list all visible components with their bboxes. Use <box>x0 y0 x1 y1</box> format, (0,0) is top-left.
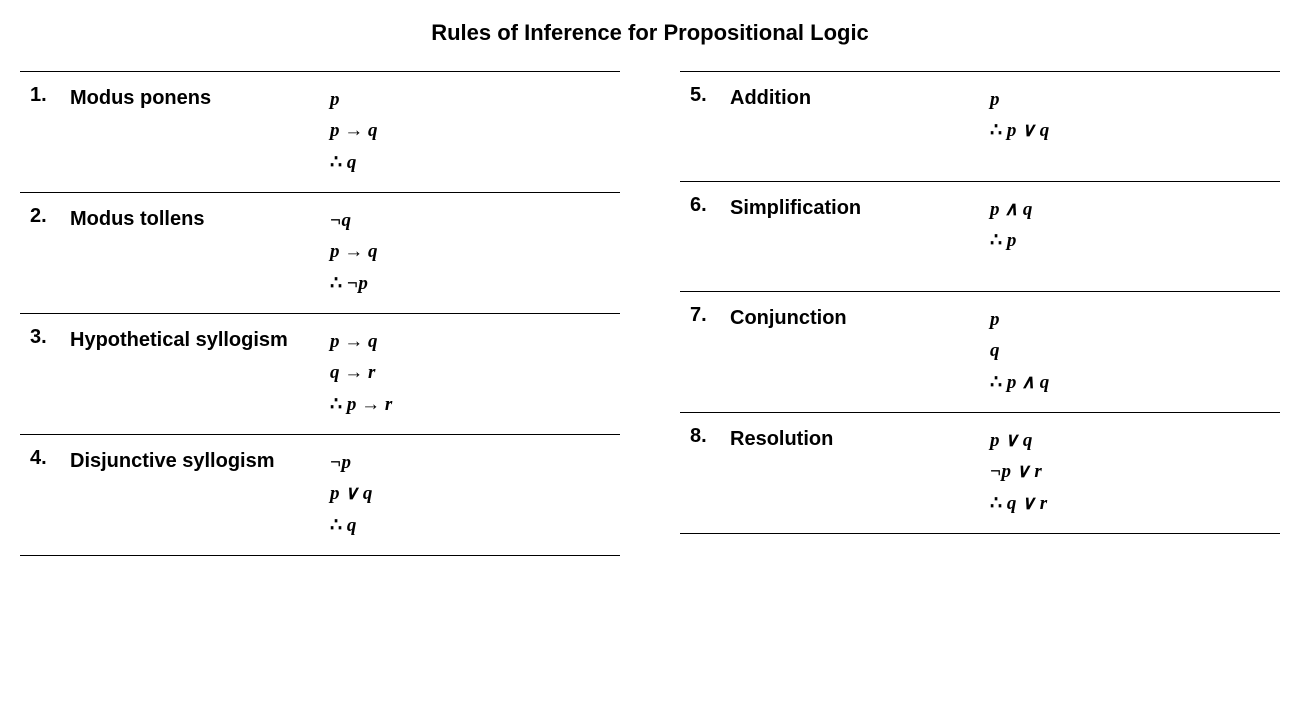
rule-row: 5. Addition p ∴ p ∨ q <box>680 71 1280 181</box>
rule-row: 2. Modus tollens ¬q p → q ∴ ¬p <box>20 192 620 313</box>
premise: p → q <box>330 236 620 267</box>
left-column: 1. Modus ponens p p → q ∴ q 2. Modus tol… <box>20 71 620 556</box>
premise: q → r <box>330 357 620 388</box>
rule-name: Simplification <box>730 194 980 277</box>
rule-formula: p ∴ p ∨ q <box>980 84 1280 167</box>
rule-formula: p q ∴ p ∧ q <box>980 304 1280 398</box>
rule-number: 8. <box>680 425 730 519</box>
rule-formula: p p → q ∴ q <box>320 84 620 178</box>
conclusion: ∴ q <box>330 510 620 541</box>
rule-formula: p → q q → r ∴ p → r <box>320 326 620 420</box>
rule-number: 4. <box>20 447 70 541</box>
rule-row: 4. Disjunctive syllogism ¬p p ∨ q ∴ q <box>20 434 620 556</box>
conclusion: ∴ q ∨ r <box>990 488 1280 519</box>
rule-formula: p ∨ q ¬p ∨ r ∴ q ∨ r <box>980 425 1280 519</box>
rule-name: Addition <box>730 84 980 167</box>
rule-row: 3. Hypothetical syllogism p → q q → r ∴ … <box>20 313 620 434</box>
rule-name: Disjunctive syllogism <box>70 447 320 541</box>
rule-number: 2. <box>20 205 70 299</box>
premise: ¬p <box>330 447 620 478</box>
rule-name: Hypothetical syllogism <box>70 326 320 420</box>
rule-row: 6. Simplification p ∧ q ∴ p <box>680 181 1280 291</box>
conclusion: ∴ p ∧ q <box>990 367 1280 398</box>
right-column: 5. Addition p ∴ p ∨ q 6. Simplification … <box>680 71 1280 556</box>
rule-name: Modus ponens <box>70 84 320 178</box>
rule-formula: ¬q p → q ∴ ¬p <box>320 205 620 299</box>
rule-row: 7. Conjunction p q ∴ p ∧ q <box>680 291 1280 412</box>
rule-name: Conjunction <box>730 304 980 398</box>
rule-number: 6. <box>680 194 730 277</box>
rule-number: 1. <box>20 84 70 178</box>
conclusion: ∴ p ∨ q <box>990 115 1280 146</box>
rule-number: 5. <box>680 84 730 167</box>
rule-row: 8. Resolution p ∨ q ¬p ∨ r ∴ q ∨ r <box>680 412 1280 534</box>
conclusion: ∴ ¬p <box>330 268 620 299</box>
page-title: Rules of Inference for Propositional Log… <box>10 20 1290 46</box>
rule-name: Resolution <box>730 425 980 519</box>
rule-name: Modus tollens <box>70 205 320 299</box>
premise: p ∧ q <box>990 194 1280 225</box>
rule-formula: p ∧ q ∴ p <box>980 194 1280 277</box>
premise: p <box>330 84 620 115</box>
premise: p ∨ q <box>330 478 620 509</box>
premise: p → q <box>330 326 620 357</box>
premise: ¬q <box>330 205 620 236</box>
rule-number: 7. <box>680 304 730 398</box>
rule-formula: ¬p p ∨ q ∴ q <box>320 447 620 541</box>
premise: p → q <box>330 115 620 146</box>
conclusion: ∴ p → r <box>330 389 620 420</box>
rule-row: 1. Modus ponens p p → q ∴ q <box>20 71 620 192</box>
rule-number: 3. <box>20 326 70 420</box>
premise: p <box>990 304 1280 335</box>
premise: p <box>990 84 1280 115</box>
premise: q <box>990 335 1280 366</box>
conclusion: ∴ p <box>990 225 1280 256</box>
conclusion: ∴ q <box>330 147 620 178</box>
premise: p ∨ q <box>990 425 1280 456</box>
premise: ¬p ∨ r <box>990 456 1280 487</box>
rules-columns: 1. Modus ponens p p → q ∴ q 2. Modus tol… <box>10 71 1290 556</box>
